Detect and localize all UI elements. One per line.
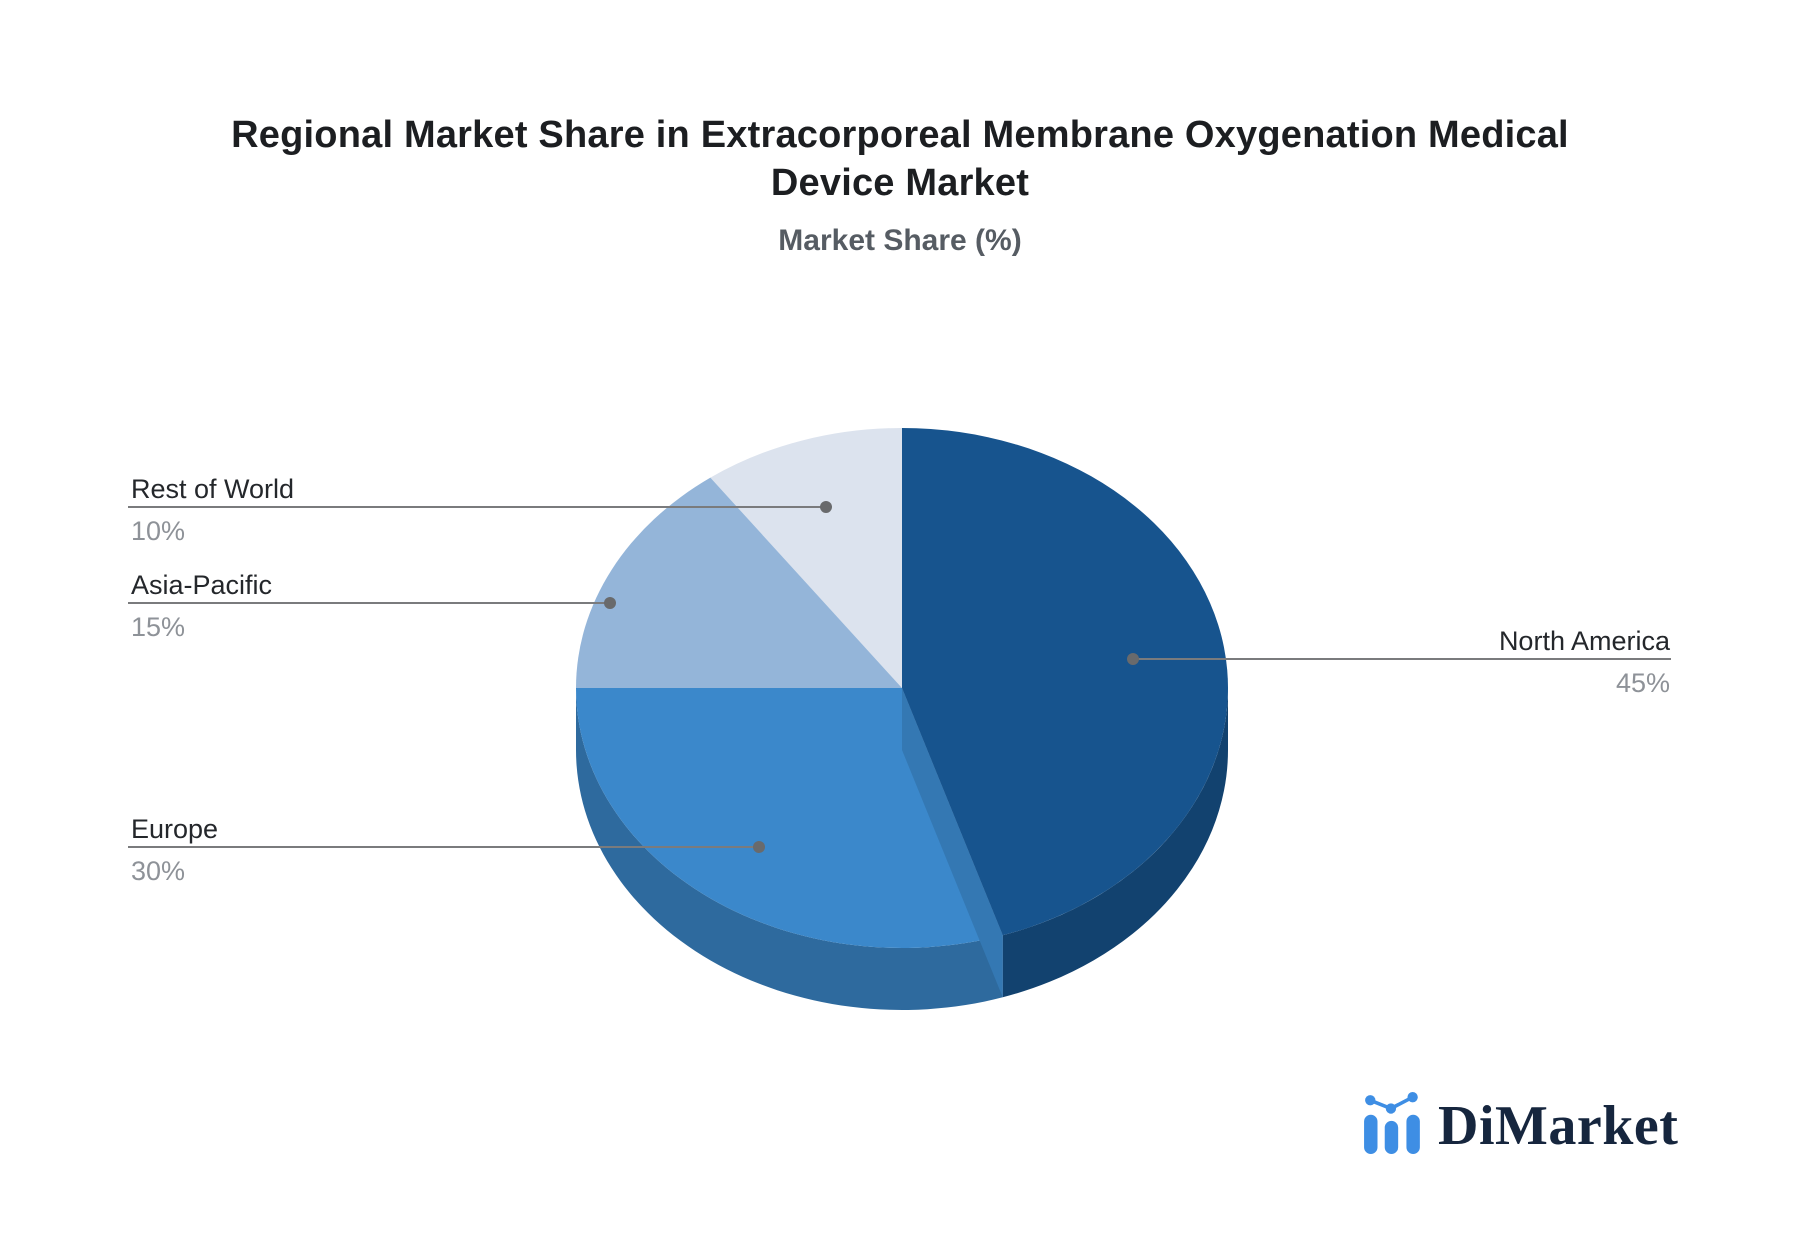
pie-slice-asia-pacific[interactable]	[576, 477, 902, 688]
brand-logo: DiMarket	[1362, 1092, 1678, 1154]
pie-slice-north-america[interactable]	[902, 428, 1228, 936]
pie-depth-north-america	[1002, 688, 1228, 998]
leader-dot-rest-of-world	[820, 501, 832, 513]
pie-depth-europe	[576, 688, 1003, 1011]
leader-dot-asia-pacific	[604, 597, 616, 609]
slice-label-asia-pacific: Asia-Pacific	[131, 570, 272, 600]
chart-subtitle: Market Share (%)	[778, 223, 1022, 257]
slice-value-asia-pacific: 15%	[131, 612, 185, 642]
brand-name: DiMarket	[1438, 1095, 1679, 1157]
pie-cut-wall	[902, 688, 1003, 998]
slice-value-north-america: 45%	[1616, 668, 1670, 698]
chart-header: Regional Market Share in Extracorporeal …	[0, 112, 1800, 258]
bar-line-chart-icon	[1364, 1092, 1420, 1154]
pie-slice-europe[interactable]	[576, 688, 1003, 949]
slice-value-europe: 30%	[131, 856, 185, 886]
slice-label-europe: Europe	[131, 814, 218, 844]
slice-value-rest-of-world: 10%	[131, 516, 185, 546]
chart-title: Regional Market Share in Extracorporeal …	[231, 114, 1569, 204]
leader-dot-north-america	[1127, 653, 1139, 665]
slice-label-north-america: North America	[1499, 626, 1671, 656]
pie-slice-rest-of-world[interactable]	[710, 428, 902, 688]
leader-dot-europe	[753, 841, 765, 853]
slice-label-rest-of-world: Rest of World	[131, 474, 294, 504]
